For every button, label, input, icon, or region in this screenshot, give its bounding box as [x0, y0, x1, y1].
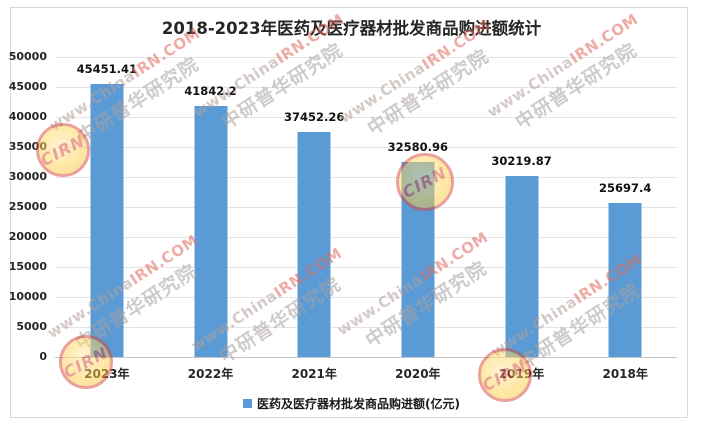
- bar: [90, 84, 124, 357]
- y-axis-tick-label: 50000: [8, 50, 47, 63]
- bar-value-label: 32580.96: [387, 139, 449, 154]
- bar: [608, 202, 642, 357]
- gridline: [55, 327, 677, 328]
- x-axis-label: 2021年: [291, 367, 337, 381]
- x-axis-label: 2020年: [395, 367, 441, 381]
- bar-slot: 41842.2 2022年: [159, 57, 263, 381]
- y-axis-tick-label: 10000: [8, 290, 47, 303]
- y-axis-tick-label: 40000: [8, 110, 47, 123]
- chart-title: 2018-2023年医药及医疗器材批发商品购进额统计: [161, 19, 542, 38]
- bar-value-label: 45451.41: [76, 62, 138, 77]
- bar: [297, 132, 331, 357]
- gridline: [55, 177, 677, 178]
- x-axis-label: 2018年: [602, 367, 648, 381]
- y-axis-tick-label: 35000: [8, 140, 47, 153]
- bar-slots: 45451.41 2023年 41842.2 2022年 37452.26 2021年 32…: [55, 57, 677, 382]
- y-axis-tick-label: 25000: [8, 200, 47, 213]
- y-axis-tick-label: 45000: [8, 80, 47, 93]
- gridline: [55, 297, 677, 298]
- bar-slot: 30219.87 2019年: [470, 57, 574, 381]
- bar: [194, 105, 227, 357]
- x-axis-label: 2023年: [84, 367, 130, 381]
- bar: [401, 161, 435, 357]
- bar-value-label: 30219.87: [491, 153, 552, 168]
- y-axis-tick-label: 5000: [16, 320, 47, 333]
- gridline: [55, 267, 677, 268]
- x-axis-label: 2019年: [498, 367, 545, 381]
- gridline: [55, 147, 677, 148]
- bar: [505, 175, 539, 357]
- y-axis-tick-label: 20000: [8, 230, 47, 243]
- legend-label: 医药及医疗器材批发商品购进额(亿元): [257, 396, 460, 411]
- bar-value-label: 41842.2: [184, 83, 237, 98]
- y-axis-tick-label: 0: [39, 350, 47, 363]
- x-axis-label: 2022年: [187, 367, 234, 381]
- gridline: [55, 87, 677, 88]
- legend-marker-icon: [243, 398, 252, 408]
- bar-value-label: 37452.26: [283, 110, 345, 125]
- legend: 医药及医疗器材批发商品购进额(亿元): [0, 395, 703, 411]
- gridline: [55, 207, 677, 208]
- y-axis-tick-label: 15000: [8, 260, 47, 273]
- bar-slot: 32580.96 2020年: [366, 57, 470, 382]
- bar-slot: 25697.4 2018年: [573, 57, 677, 381]
- gridline: [55, 57, 677, 58]
- bar-slot: 37452.26 2021年: [262, 57, 366, 381]
- y-axis: 50000 45000 40000 35000 30000 25000 20000 15000…: [0, 50, 47, 363]
- y-axis-tick-label: 30000: [8, 170, 47, 183]
- gridline: [55, 237, 677, 238]
- gridline: [55, 117, 677, 118]
- bar-value-label: 25697.4: [598, 180, 652, 195]
- plot-area: 45451.41 2023年 41842.2 2022年 37452.26 2021年 32…: [55, 57, 677, 382]
- bar-slot: 45451.41 2023年: [55, 57, 159, 381]
